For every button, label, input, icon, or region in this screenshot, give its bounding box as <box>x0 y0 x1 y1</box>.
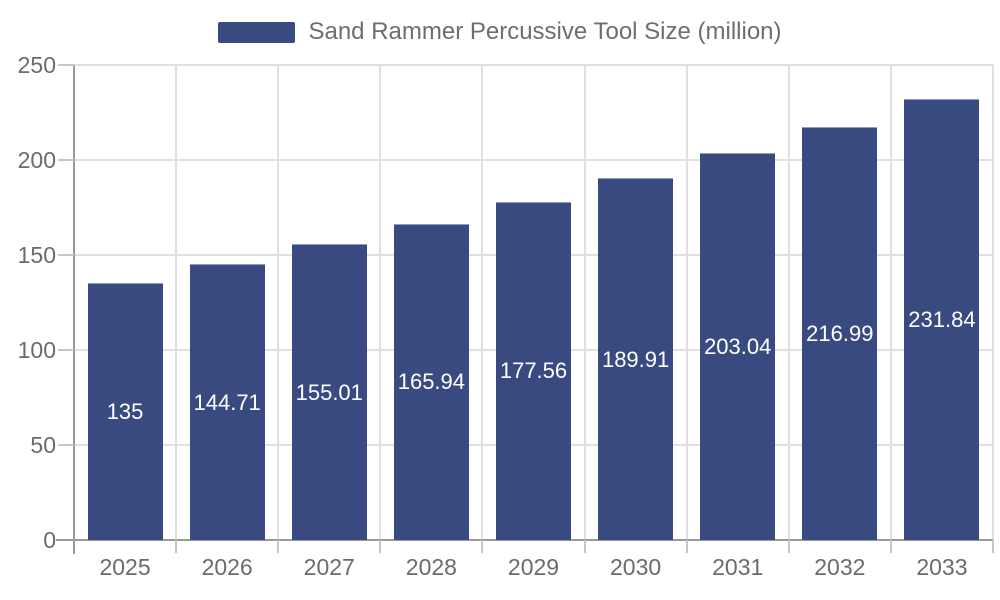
bar-value-label: 135 <box>106 398 144 424</box>
bar-2027[interactable]: 155.01 <box>291 244 367 540</box>
gridline-horizontal <box>74 64 993 66</box>
x-axis-tick <box>481 540 484 553</box>
x-axis-tick <box>175 540 178 553</box>
bar-value-label: 216.99 <box>806 320 874 346</box>
x-axis-tick <box>379 540 382 553</box>
bar-2033[interactable]: 231.84 <box>904 98 980 540</box>
gridline-vertical <box>277 65 280 540</box>
y-tick-label: 150 <box>17 242 56 268</box>
gridline-vertical <box>583 65 586 540</box>
y-tick-label: 0 <box>43 527 56 553</box>
plot-area: 135 144.71 155.01 165.94 177.56 189.91 203.04 2… <box>56 64 994 554</box>
bar-2028[interactable]: 165.94 <box>393 223 469 540</box>
x-axis-tick <box>889 540 892 553</box>
bar-2029[interactable]: 177.56 <box>496 201 571 540</box>
x-tick-label: 2028 <box>405 554 457 580</box>
bar-value-label: 203.04 <box>704 334 772 360</box>
x-tick-label: 2029 <box>507 554 560 580</box>
x-axis-tick <box>685 540 688 553</box>
legend-swatch <box>218 21 296 43</box>
y-axis-tick <box>58 254 74 256</box>
bar-2025[interactable]: 135 <box>87 282 163 540</box>
legend-item[interactable]: Sand Rammer Percussive Tool Size (millio… <box>0 18 1000 46</box>
x-axis-line <box>56 539 993 541</box>
bar-2026[interactable]: 144.71 <box>189 264 265 540</box>
gridline-horizontal <box>74 159 993 161</box>
bar-2032[interactable]: 216.99 <box>802 126 878 540</box>
x-tick-label: 2025 <box>99 554 151 580</box>
bar-2030[interactable]: 189.91 <box>598 178 674 540</box>
bar-value-label: 177.56 <box>499 358 568 384</box>
y-axis-tick <box>58 159 74 161</box>
x-tick-label: 2030 <box>610 554 662 580</box>
x-tick-label: 2031 <box>712 554 764 580</box>
x-axis-tick <box>583 540 586 553</box>
bar-value-label: 144.71 <box>193 389 261 415</box>
y-axis-tick <box>58 444 74 446</box>
bar-value-label: 189.91 <box>601 346 670 372</box>
bar-value-label: 155.01 <box>295 379 363 405</box>
bar-2031[interactable]: 203.04 <box>700 153 776 540</box>
y-tick-label: 200 <box>17 147 56 173</box>
bar-value-label: 165.94 <box>397 369 466 395</box>
x-tick-label: 2027 <box>303 554 355 580</box>
x-tick-label: 2032 <box>814 554 866 580</box>
y-axis-line <box>73 65 75 554</box>
gridline-vertical <box>379 65 382 540</box>
legend-label: Sand Rammer Percussive Tool Size (millio… <box>308 18 782 45</box>
x-axis-tick <box>277 540 280 553</box>
x-tick-label: 2033 <box>916 554 968 580</box>
y-tick-label: 50 <box>30 432 56 458</box>
gridline-vertical <box>992 65 994 540</box>
gridline-vertical <box>685 65 688 540</box>
bar-value-label: 231.84 <box>908 306 976 332</box>
gridline-vertical <box>889 65 892 540</box>
gridline-vertical <box>481 65 484 540</box>
y-tick-label: 100 <box>17 337 56 363</box>
x-axis-tick <box>992 540 994 553</box>
x-axis-tick <box>787 540 790 553</box>
y-tick-label: 250 <box>17 52 56 78</box>
x-tick-label: 2026 <box>201 554 253 580</box>
y-axis-tick <box>58 349 74 351</box>
gridline-vertical <box>787 65 790 540</box>
gridline-vertical <box>175 65 178 540</box>
y-axis-tick <box>58 64 74 66</box>
